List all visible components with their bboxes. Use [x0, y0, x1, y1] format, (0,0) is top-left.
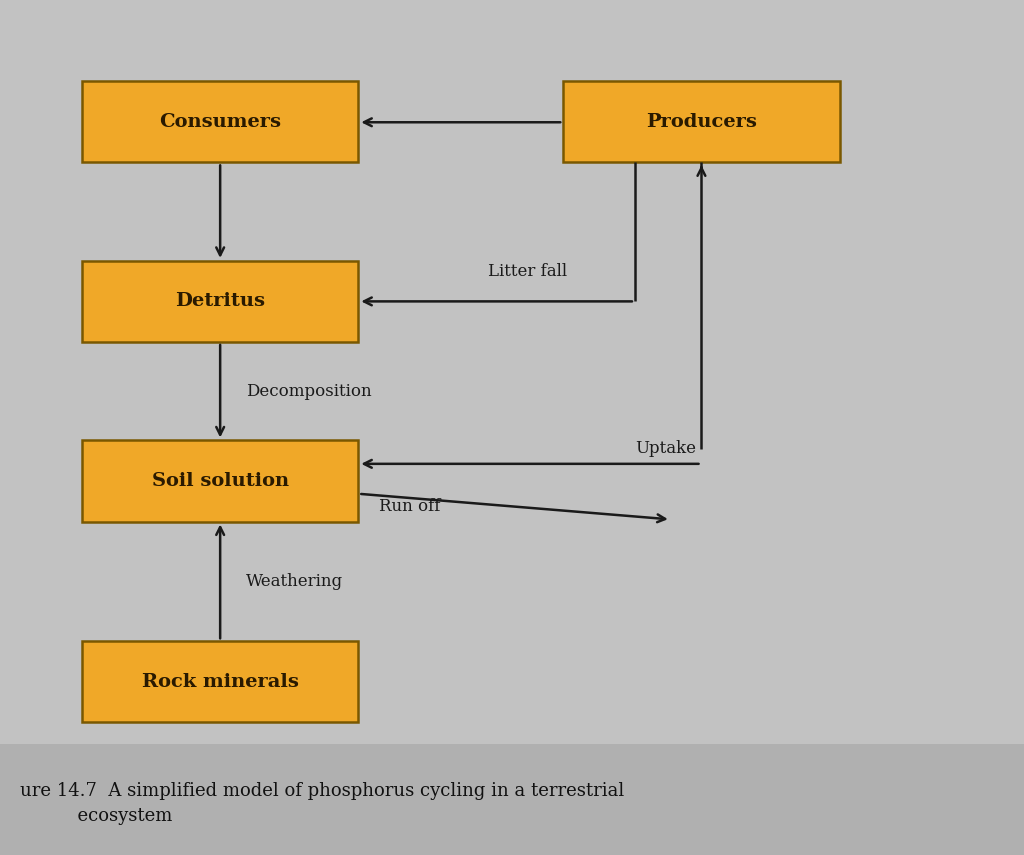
Text: Uptake: Uptake: [635, 440, 696, 457]
Text: ure 14.7  A simplified model of phosphorus cycling in a terrestrial
          ec: ure 14.7 A simplified model of phosphoru…: [20, 782, 625, 825]
Text: Run off: Run off: [379, 498, 440, 515]
Text: Detritus: Detritus: [175, 292, 265, 310]
FancyBboxPatch shape: [82, 81, 358, 162]
FancyBboxPatch shape: [82, 641, 358, 722]
Text: Rock minerals: Rock minerals: [141, 673, 299, 691]
FancyBboxPatch shape: [82, 261, 358, 342]
Bar: [0, 744, 1024, 855]
FancyBboxPatch shape: [82, 440, 358, 522]
Text: Soil solution: Soil solution: [152, 472, 289, 490]
FancyBboxPatch shape: [563, 81, 840, 162]
Text: Decomposition: Decomposition: [246, 383, 372, 399]
Text: Litter fall: Litter fall: [487, 263, 567, 280]
Text: Weathering: Weathering: [246, 573, 343, 590]
Text: Consumers: Consumers: [159, 113, 282, 131]
Text: Producers: Producers: [646, 113, 757, 131]
